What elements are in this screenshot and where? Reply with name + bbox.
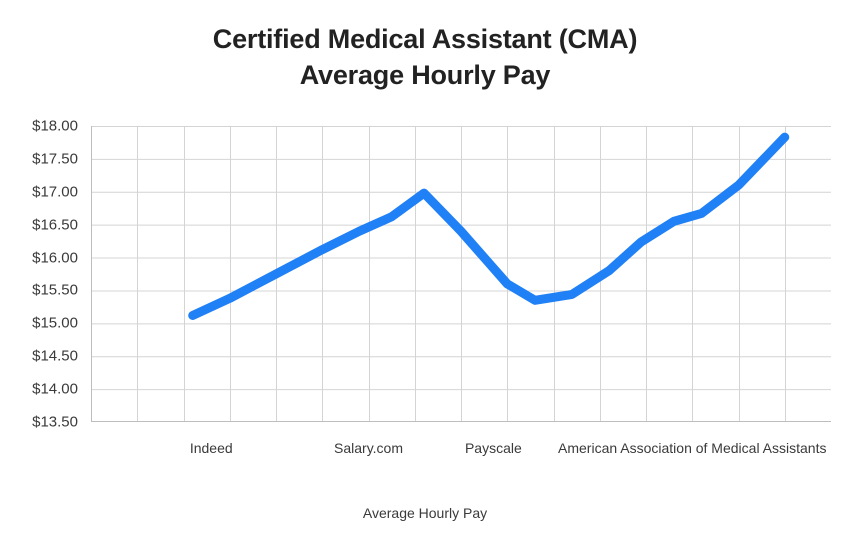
axis-lines <box>91 126 831 422</box>
x-axis-tick-label: Salary.com <box>334 440 403 456</box>
chart-title-line-2: Average Hourly Pay <box>299 59 551 90</box>
y-axis-tick-label: $13.50 <box>32 413 78 431</box>
y-axis-tick-label: $15.50 <box>32 281 78 299</box>
chart-title-line-1: Certified Medical Assistant (CMA) <box>212 24 638 54</box>
vertical-gridlines <box>91 126 786 422</box>
x-axis-tick-label: American Association of Medical Assistan… <box>558 440 827 456</box>
plot-svg <box>91 126 831 422</box>
y-axis-tick-label: $14.00 <box>32 380 78 398</box>
y-axis-tick-label: $15.00 <box>32 314 78 332</box>
y-axis-tick-label: $14.50 <box>32 347 78 365</box>
y-axis-tick-label: $17.50 <box>32 150 78 168</box>
y-axis-tick-label: $18.00 <box>32 117 78 135</box>
x-axis-title: Average Hourly Pay <box>362 505 488 521</box>
plot-area <box>91 126 831 422</box>
x-axis-tick-label: Payscale <box>464 440 522 456</box>
x-axis-labels: Indeed Salary.com Payscale American Associa… <box>91 440 831 464</box>
y-axis-tick-label: $16.50 <box>32 216 78 234</box>
x-axis-tick-label: Indeed <box>189 440 233 456</box>
y-axis-labels: $18.00 $17.50 $17.00 $16.50 $16.00 $15.50 $15.… <box>0 118 78 431</box>
data-line-series-0[interactable] <box>188 132 790 320</box>
y-axis-tick-label: $16.00 <box>32 249 78 267</box>
chart-title: Certified Medical Assistant (CMA) Averag… <box>0 22 850 93</box>
y-axis-tick-label: $17.00 <box>32 183 78 201</box>
